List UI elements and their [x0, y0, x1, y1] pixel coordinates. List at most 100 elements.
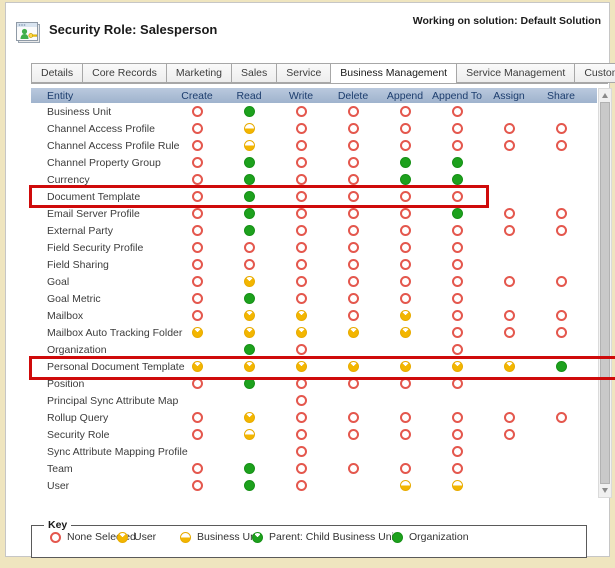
permission-none-selected-icon[interactable] — [191, 242, 203, 253]
permission-none-selected-icon[interactable] — [399, 106, 411, 117]
permission-none-selected-icon[interactable] — [451, 429, 463, 440]
permission-none-selected-icon[interactable] — [503, 429, 515, 440]
permission-none-selected-icon[interactable] — [451, 446, 463, 457]
permission-none-selected-icon[interactable] — [399, 242, 411, 253]
permission-none-selected-icon[interactable] — [451, 191, 463, 202]
permission-none-selected-icon[interactable] — [347, 225, 359, 236]
permission-none-selected-icon[interactable] — [347, 123, 359, 134]
permission-none-selected-icon[interactable] — [295, 480, 307, 491]
permission-none-selected-icon[interactable] — [295, 242, 307, 253]
permission-none-selected-icon[interactable] — [295, 259, 307, 270]
permission-none-selected-icon[interactable] — [451, 276, 463, 287]
permission-none-selected-icon[interactable] — [451, 463, 463, 474]
permission-none-selected-icon[interactable] — [243, 242, 255, 253]
tab-business-management[interactable]: Business Management — [330, 63, 458, 84]
tab-sales[interactable]: Sales — [231, 63, 278, 83]
tab-service-management[interactable]: Service Management — [456, 63, 576, 83]
permission-none-selected-icon[interactable] — [191, 140, 203, 151]
permission-none-selected-icon[interactable] — [347, 242, 359, 253]
permission-none-selected-icon[interactable] — [191, 463, 203, 474]
permission-none-selected-icon[interactable] — [191, 106, 203, 117]
permission-none-selected-icon[interactable] — [555, 225, 567, 236]
permission-none-selected-icon[interactable] — [191, 225, 203, 236]
permission-none-selected-icon[interactable] — [399, 140, 411, 151]
permission-none-selected-icon[interactable] — [347, 276, 359, 287]
permission-none-selected-icon[interactable] — [295, 276, 307, 287]
permission-user-icon[interactable] — [503, 361, 515, 372]
permission-none-selected-icon[interactable] — [399, 123, 411, 134]
permission-none-selected-icon[interactable] — [347, 140, 359, 151]
permission-organization-icon[interactable] — [243, 106, 255, 117]
permission-user-icon[interactable] — [399, 361, 411, 372]
permission-user-icon[interactable] — [295, 361, 307, 372]
permission-none-selected-icon[interactable] — [191, 378, 203, 389]
permission-none-selected-icon[interactable] — [295, 174, 307, 185]
permission-none-selected-icon[interactable] — [555, 123, 567, 134]
permission-none-selected-icon[interactable] — [399, 378, 411, 389]
permission-none-selected-icon[interactable] — [451, 259, 463, 270]
permission-none-selected-icon[interactable] — [347, 463, 359, 474]
tab-service[interactable]: Service — [276, 63, 332, 83]
permission-none-selected-icon[interactable] — [295, 191, 307, 202]
permission-none-selected-icon[interactable] — [451, 242, 463, 253]
permission-user-icon[interactable] — [243, 412, 255, 423]
permission-none-selected-icon[interactable] — [191, 191, 203, 202]
permission-organization-icon[interactable] — [243, 157, 255, 168]
vertical-scrollbar[interactable] — [598, 88, 612, 498]
permission-none-selected-icon[interactable] — [295, 412, 307, 423]
permission-none-selected-icon[interactable] — [347, 157, 359, 168]
permission-none-selected-icon[interactable] — [347, 310, 359, 321]
permission-business-unit-icon[interactable] — [243, 140, 255, 151]
permission-user-icon[interactable] — [347, 327, 359, 338]
permission-none-selected-icon[interactable] — [191, 123, 203, 134]
permission-none-selected-icon[interactable] — [451, 225, 463, 236]
permission-none-selected-icon[interactable] — [191, 174, 203, 185]
permission-none-selected-icon[interactable] — [399, 225, 411, 236]
scrollbar-thumb[interactable] — [600, 102, 610, 484]
permission-none-selected-icon[interactable] — [451, 378, 463, 389]
permission-none-selected-icon[interactable] — [399, 191, 411, 202]
permission-none-selected-icon[interactable] — [191, 259, 203, 270]
tab-customization[interactable]: Customization — [574, 63, 615, 83]
permission-none-selected-icon[interactable] — [191, 208, 203, 219]
permission-none-selected-icon[interactable] — [347, 191, 359, 202]
permission-business-unit-icon[interactable] — [243, 123, 255, 134]
permission-organization-icon[interactable] — [399, 174, 411, 185]
permission-none-selected-icon[interactable] — [191, 293, 203, 304]
permission-none-selected-icon[interactable] — [295, 140, 307, 151]
permission-none-selected-icon[interactable] — [399, 208, 411, 219]
permission-none-selected-icon[interactable] — [295, 123, 307, 134]
permission-user-icon[interactable] — [243, 361, 255, 372]
permission-none-selected-icon[interactable] — [295, 378, 307, 389]
permission-user-icon[interactable] — [451, 361, 463, 372]
permission-organization-icon[interactable] — [243, 174, 255, 185]
permission-user-icon[interactable] — [243, 276, 255, 287]
permission-none-selected-icon[interactable] — [555, 310, 567, 321]
permission-none-selected-icon[interactable] — [503, 412, 515, 423]
permission-none-selected-icon[interactable] — [555, 412, 567, 423]
permission-none-selected-icon[interactable] — [347, 174, 359, 185]
permission-none-selected-icon[interactable] — [399, 293, 411, 304]
permission-none-selected-icon[interactable] — [451, 293, 463, 304]
permission-none-selected-icon[interactable] — [503, 225, 515, 236]
permission-none-selected-icon[interactable] — [347, 259, 359, 270]
permission-none-selected-icon[interactable] — [347, 106, 359, 117]
tab-marketing[interactable]: Marketing — [165, 63, 232, 83]
permission-none-selected-icon[interactable] — [555, 140, 567, 151]
permission-none-selected-icon[interactable] — [295, 429, 307, 440]
permission-user-icon[interactable] — [191, 361, 203, 372]
permission-none-selected-icon[interactable] — [503, 140, 515, 151]
permission-none-selected-icon[interactable] — [295, 344, 307, 355]
permission-none-selected-icon[interactable] — [191, 412, 203, 423]
permission-user-icon[interactable] — [399, 327, 411, 338]
permission-business-unit-icon[interactable] — [451, 480, 463, 491]
permission-business-unit-icon[interactable] — [399, 480, 411, 491]
permission-user-icon[interactable] — [191, 327, 203, 338]
permission-organization-icon[interactable] — [243, 463, 255, 474]
permission-none-selected-icon[interactable] — [191, 429, 203, 440]
permission-organization-icon[interactable] — [451, 157, 463, 168]
permission-none-selected-icon[interactable] — [503, 123, 515, 134]
permission-none-selected-icon[interactable] — [347, 378, 359, 389]
permission-none-selected-icon[interactable] — [451, 344, 463, 355]
permission-organization-icon[interactable] — [243, 293, 255, 304]
